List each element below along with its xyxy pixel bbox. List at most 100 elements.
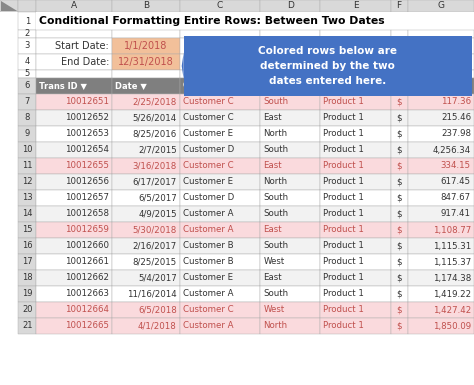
Bar bbox=[320, 286, 391, 302]
Text: Product 1: Product 1 bbox=[323, 321, 364, 330]
Bar bbox=[260, 158, 320, 174]
Bar bbox=[18, 38, 36, 54]
Bar bbox=[391, 110, 408, 126]
Text: Product 1: Product 1 bbox=[323, 177, 364, 186]
Text: 1,174.38: 1,174.38 bbox=[433, 273, 471, 283]
Text: Customer C: Customer C bbox=[182, 161, 233, 171]
Text: 2/16/2017: 2/16/2017 bbox=[132, 241, 177, 251]
Text: $: $ bbox=[396, 321, 402, 330]
Bar bbox=[320, 318, 391, 334]
Bar bbox=[180, 254, 260, 270]
Bar bbox=[0, 158, 18, 174]
Text: 10012652: 10012652 bbox=[65, 114, 109, 122]
Text: Product 1: Product 1 bbox=[323, 209, 364, 219]
Bar bbox=[0, 30, 18, 38]
Text: B: B bbox=[143, 2, 149, 10]
Bar bbox=[36, 206, 112, 222]
Bar bbox=[391, 94, 408, 110]
Text: Customer E: Customer E bbox=[182, 129, 233, 139]
Bar bbox=[0, 270, 18, 286]
Text: $: $ bbox=[396, 258, 402, 266]
Text: $: $ bbox=[396, 194, 402, 203]
Text: 1,419.22: 1,419.22 bbox=[433, 290, 471, 298]
Bar bbox=[36, 12, 474, 30]
Bar bbox=[391, 70, 408, 78]
Text: 19: 19 bbox=[22, 290, 33, 298]
Text: 8/25/2016: 8/25/2016 bbox=[132, 129, 177, 139]
Bar bbox=[36, 54, 112, 70]
Bar bbox=[36, 126, 112, 142]
Text: 6/5/2018: 6/5/2018 bbox=[138, 306, 177, 315]
Text: 1,850.09: 1,850.09 bbox=[433, 321, 471, 330]
Text: 3: 3 bbox=[25, 42, 30, 50]
Text: East: East bbox=[264, 114, 282, 122]
Bar bbox=[320, 238, 391, 254]
Bar bbox=[408, 94, 474, 110]
Text: 4/1/2018: 4/1/2018 bbox=[138, 321, 177, 330]
Bar bbox=[112, 206, 180, 222]
Text: 14: 14 bbox=[22, 209, 33, 219]
Text: Product 1: Product 1 bbox=[323, 290, 364, 298]
Bar bbox=[408, 286, 474, 302]
Bar bbox=[391, 30, 408, 38]
Bar bbox=[36, 302, 112, 318]
Bar bbox=[180, 190, 260, 206]
Bar bbox=[112, 286, 180, 302]
Bar bbox=[18, 206, 36, 222]
Text: East: East bbox=[264, 273, 282, 283]
Bar bbox=[320, 174, 391, 190]
Bar bbox=[112, 190, 180, 206]
Bar bbox=[320, 94, 391, 110]
Bar bbox=[320, 254, 391, 270]
Text: 10012662: 10012662 bbox=[65, 273, 109, 283]
Bar bbox=[18, 0, 36, 12]
Bar bbox=[260, 70, 320, 78]
Text: Customer C: Customer C bbox=[182, 97, 233, 107]
Bar bbox=[180, 222, 260, 238]
Text: Product 1: Product 1 bbox=[323, 114, 364, 122]
Text: 17: 17 bbox=[22, 258, 33, 266]
Bar bbox=[320, 38, 391, 54]
Text: Start Date:: Start Date: bbox=[55, 41, 109, 51]
Text: $: $ bbox=[396, 177, 402, 186]
Bar bbox=[180, 286, 260, 302]
Bar bbox=[0, 206, 18, 222]
Text: Product 1: Product 1 bbox=[323, 273, 364, 283]
Text: Customer A: Customer A bbox=[182, 209, 233, 219]
Text: 7: 7 bbox=[25, 97, 30, 107]
Bar bbox=[36, 110, 112, 126]
Polygon shape bbox=[1, 1, 17, 11]
Bar bbox=[320, 110, 391, 126]
Bar bbox=[408, 254, 474, 270]
Bar bbox=[0, 174, 18, 190]
Text: North: North bbox=[264, 177, 288, 186]
Text: $: $ bbox=[396, 97, 402, 107]
Text: 16: 16 bbox=[22, 241, 33, 251]
Text: West: West bbox=[264, 306, 285, 315]
Bar bbox=[408, 70, 474, 78]
Bar bbox=[36, 142, 112, 158]
Text: 5/30/2018: 5/30/2018 bbox=[132, 226, 177, 234]
Bar bbox=[260, 126, 320, 142]
Text: Customer E: Customer E bbox=[182, 177, 233, 186]
Text: 917.41: 917.41 bbox=[441, 209, 471, 219]
Bar bbox=[260, 78, 320, 94]
Text: 617.45: 617.45 bbox=[441, 177, 471, 186]
Text: 10012651: 10012651 bbox=[65, 97, 109, 107]
Bar bbox=[180, 318, 260, 334]
Bar bbox=[260, 94, 320, 110]
Bar bbox=[391, 270, 408, 286]
Bar bbox=[0, 190, 18, 206]
Text: 4/9/2015: 4/9/2015 bbox=[138, 209, 177, 219]
Bar bbox=[18, 158, 36, 174]
Text: 6/5/2017: 6/5/2017 bbox=[138, 194, 177, 203]
Text: E: E bbox=[353, 2, 358, 10]
Text: Product 1: Product 1 bbox=[323, 146, 364, 154]
Text: West: West bbox=[264, 258, 285, 266]
Text: Product 1: Product 1 bbox=[323, 194, 364, 203]
Bar bbox=[391, 238, 408, 254]
Text: 2/25/2018: 2/25/2018 bbox=[132, 97, 177, 107]
Bar bbox=[260, 190, 320, 206]
Text: 10012655: 10012655 bbox=[65, 161, 109, 171]
Text: Conditional Formatting Entire Rows: Between Two Dates: Conditional Formatting Entire Rows: Betw… bbox=[39, 16, 385, 26]
